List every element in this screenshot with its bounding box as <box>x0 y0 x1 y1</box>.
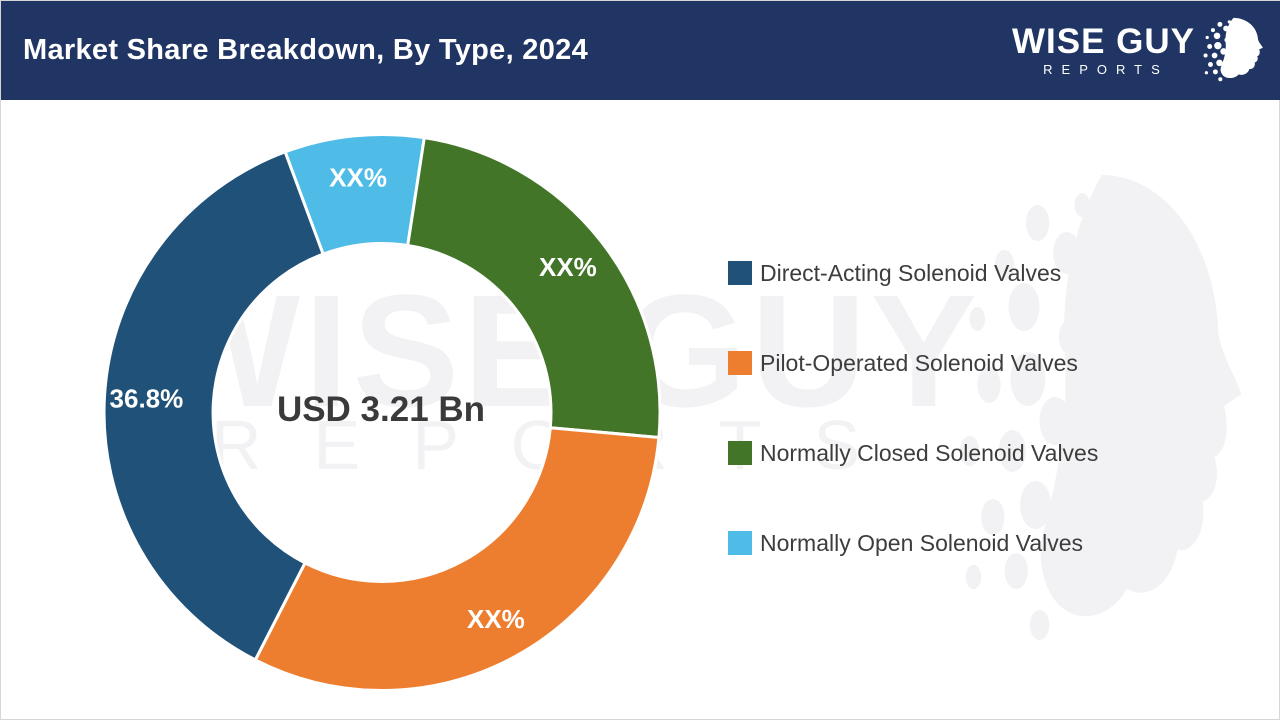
slice-percent-label: XX% <box>329 163 387 193</box>
wise-guy-face-icon <box>1181 8 1267 94</box>
logo-tagline: REPORTS <box>1043 62 1169 77</box>
donut-slice <box>102 150 325 662</box>
slice-percent-label: XX% <box>467 604 525 634</box>
legend-item: Normally Open Solenoid Valves <box>728 529 1098 556</box>
legend-swatch-icon <box>728 531 752 555</box>
logo-name: WISE GUY <box>1011 22 1195 61</box>
legend-swatch-icon <box>728 351 752 375</box>
slice-percent-label: 36.8% <box>110 384 184 414</box>
legend-label: Pilot-Operated Solenoid Valves <box>760 349 1078 376</box>
legend-label: Normally Closed Solenoid Valves <box>760 439 1099 466</box>
legend-item: Normally Closed Solenoid Valves <box>728 439 1099 466</box>
legend-label: Normally Open Solenoid Valves <box>760 529 1084 556</box>
chart-center-value: USD 3.21 Bn <box>276 390 486 429</box>
header-bar: Market Share Breakdown, By Type, 2024 WI… <box>1 1 1280 100</box>
wise-guy-logo: WISE GUY REPORTS <box>1012 8 1267 94</box>
slice-percent-label: XX% <box>539 252 597 282</box>
chart-legend: Direct-Acting Solenoid Valves Pilot-Opera… <box>728 259 1099 621</box>
legend-swatch-icon <box>728 261 752 285</box>
watermark-face-icon <box>853 163 1261 673</box>
legend-swatch-icon <box>728 441 752 465</box>
donut-slice <box>406 136 662 439</box>
legend-item: Pilot-Operated Solenoid Valves <box>728 349 1098 376</box>
donut-chart-container: XX% XX% XX% 36.8% <box>96 127 668 699</box>
legend-label: Direct-Acting Solenoid Valves <box>760 259 1062 286</box>
page-title: Market Share Breakdown, By Type, 2024 <box>23 34 589 66</box>
legend-item: Direct-Acting Solenoid Valves <box>728 259 1098 286</box>
donut-slice <box>253 426 661 692</box>
wise-guy-logo-text: WISE GUY REPORTS <box>1012 24 1195 77</box>
donut-chart: XX% XX% XX% 36.8% <box>102 132 662 692</box>
